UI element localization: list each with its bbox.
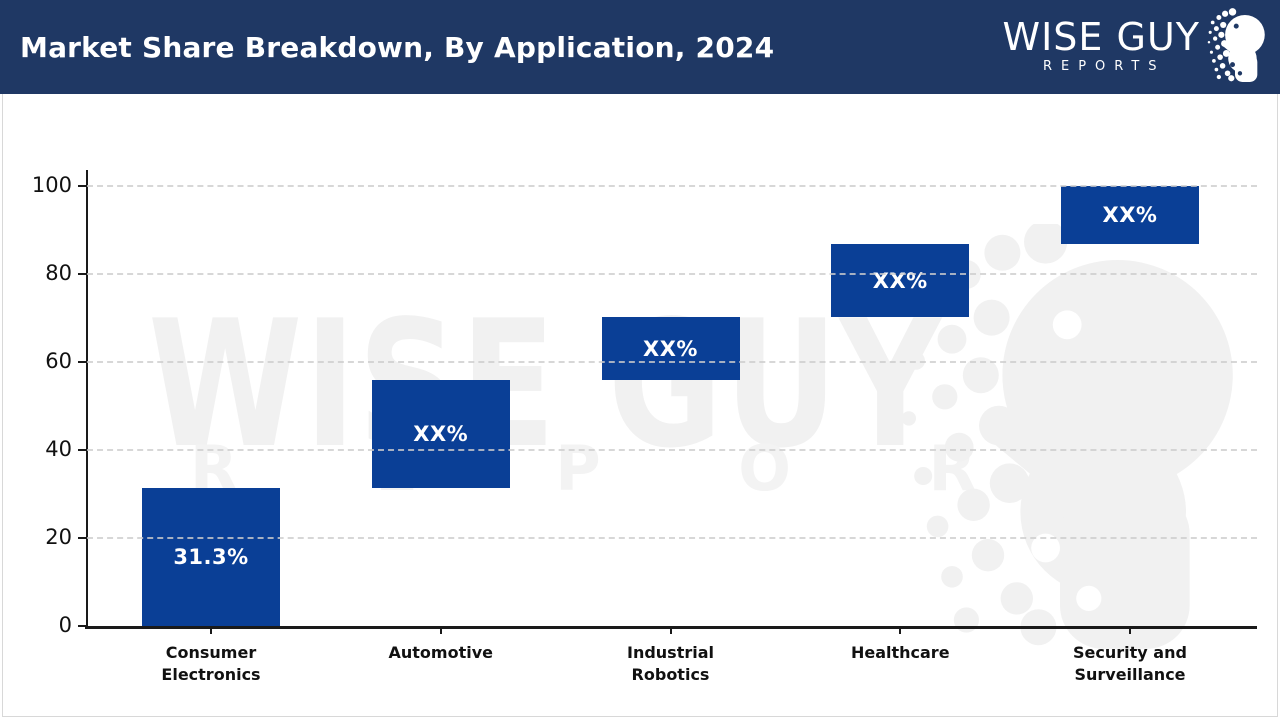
y-tick-label-40: 40	[45, 437, 72, 461]
y-tick-label-20: 20	[45, 525, 72, 549]
y-tick-100	[78, 185, 86, 187]
bar-value-label: XX%	[643, 336, 698, 361]
y-tick-40	[78, 449, 86, 451]
header: Market Share Breakdown, By Application, …	[0, 0, 1280, 94]
x-axis-line	[85, 626, 1257, 629]
bar-value-label: XX%	[1102, 203, 1158, 228]
page-title: Market Share Breakdown, By Application, …	[20, 30, 775, 64]
wise-guy-head-icon	[1204, 6, 1266, 86]
category-label-2: Industrial Robotics	[626, 643, 714, 684]
gridline-60	[87, 361, 1257, 363]
category-label-0: Consumer Electronics	[161, 643, 261, 684]
gridline-40	[87, 449, 1257, 451]
bar-industrial-robotics: XX%	[601, 317, 740, 381]
bar-security-and-surveillance: XX%	[1061, 186, 1199, 245]
brand-logo: WISE GUY REPORTS	[1003, 6, 1266, 86]
x-tick-1	[439, 626, 442, 634]
y-tick-label-80: 80	[45, 261, 72, 285]
brand-logo-text: WISE GUY REPORTS	[1002, 14, 1200, 75]
y-axis-line	[86, 170, 88, 628]
gridline-100	[87, 185, 1257, 187]
watermark-head-icon	[880, 220, 1240, 660]
bar-value-label: XX%	[872, 268, 928, 293]
x-tick-2	[669, 626, 672, 634]
logo-wordmark: WISE GUY	[1002, 14, 1200, 59]
gridline-80	[87, 273, 1257, 275]
waterfall-chart: WISE GUY R E P O R T S 31.3% Consumer Ele…	[0, 94, 1280, 720]
y-tick-label-0: 0	[58, 613, 72, 637]
watermark-wordmark: WISE GUY	[148, 284, 943, 487]
x-tick-0	[210, 626, 212, 634]
bar-consumer-electronics: 31.3%	[142, 488, 280, 626]
gridline-20	[87, 537, 1257, 539]
y-tick-label-60: 60	[45, 349, 72, 373]
category-label-1: Automotive	[388, 643, 494, 662]
bar-automotive: XX%	[371, 380, 510, 489]
x-tick-3	[899, 626, 902, 634]
logo-subtitle: REPORTS	[1042, 59, 1166, 75]
y-tick-label-100: 100	[31, 173, 72, 197]
bar-value-label: 31.3%	[173, 545, 249, 570]
y-tick-80	[78, 273, 86, 275]
y-tick-20	[78, 537, 86, 539]
category-label-4: Security and Surveillance	[1073, 643, 1187, 684]
x-tick-4	[1129, 626, 1131, 634]
bar-value-label: XX%	[413, 422, 469, 447]
category-label-3: Healthcare	[850, 643, 950, 662]
bar-healthcare: XX%	[831, 244, 970, 318]
y-tick-60	[78, 361, 86, 363]
y-tick-0	[78, 625, 86, 627]
